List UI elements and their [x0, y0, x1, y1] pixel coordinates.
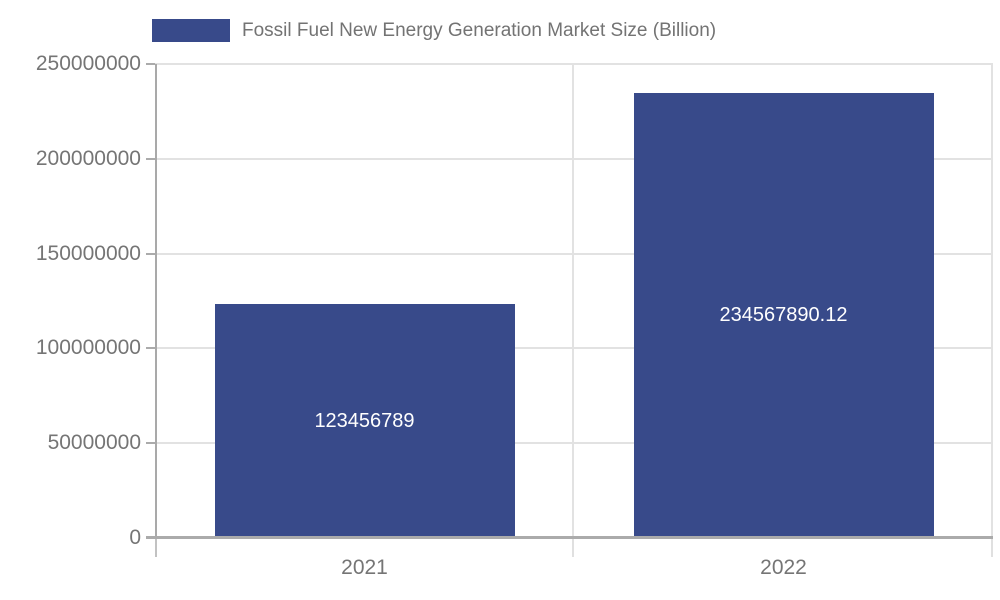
- x-axis-category-label: 2022: [760, 556, 807, 579]
- y-axis-tick: [146, 347, 155, 350]
- y-axis-tick-label: 200000000: [35, 146, 141, 170]
- y-axis-tick: [146, 63, 155, 65]
- bar-value-label: 123456789: [314, 409, 415, 432]
- y-axis-tick: [146, 157, 155, 160]
- y-axis-tick-label: 50000000: [47, 431, 141, 455]
- y-axis-tick: [146, 252, 155, 255]
- y-axis-tick-label: 150000000: [35, 241, 141, 265]
- bar-2022[interactable]: 234567890.12: [633, 93, 934, 538]
- bar-2021[interactable]: 123456789: [214, 304, 515, 538]
- legend-swatch: [152, 19, 230, 42]
- y-axis-tick-label: 250000000: [35, 52, 141, 75]
- x-axis-tick: [572, 538, 574, 557]
- y-axis-tick-label: 100000000: [35, 336, 141, 360]
- x-gridline: [572, 64, 574, 538]
- y-gridline: [155, 442, 993, 445]
- y-gridline: [155, 347, 993, 350]
- y-gridline: [155, 252, 993, 255]
- x-gridline: [991, 64, 993, 538]
- x-axis-line: [146, 536, 993, 539]
- x-axis-category-label: 2021: [341, 556, 388, 579]
- x-axis-tick: [155, 538, 157, 557]
- y-gridline: [155, 157, 993, 160]
- y-axis-tick: [146, 442, 155, 445]
- x-axis-tick: [991, 538, 993, 557]
- bar-value-label: 234567890.12: [719, 304, 848, 326]
- legend-item[interactable]: Fossil Fuel New Energy Generation Market…: [152, 19, 716, 42]
- plot-area: 123456789 234567890.12 0 50000000 100000000…: [36, 52, 993, 579]
- y-axis-line: [155, 64, 157, 538]
- y-axis-tick-label: 0: [129, 526, 141, 549]
- y-gridline: [155, 63, 993, 65]
- legend-label: Fossil Fuel New Energy Generation Market…: [242, 19, 717, 41]
